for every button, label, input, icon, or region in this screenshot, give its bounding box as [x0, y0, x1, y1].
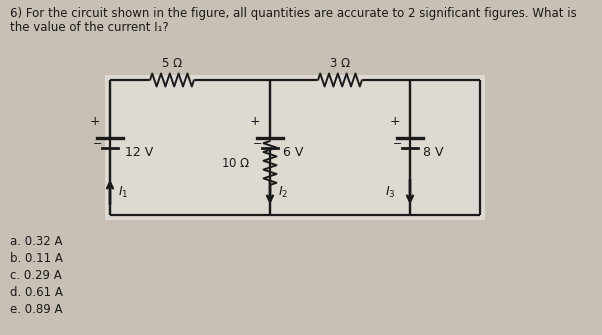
Text: +: +: [389, 115, 400, 128]
Text: −: −: [93, 138, 102, 148]
Text: 10 $\Omega$: 10 $\Omega$: [221, 156, 250, 170]
Text: 3 $\Omega$: 3 $\Omega$: [329, 57, 351, 70]
Text: $I_1$: $I_1$: [118, 185, 128, 200]
Text: −: −: [253, 138, 262, 148]
Text: 5 $\Omega$: 5 $\Omega$: [161, 57, 183, 70]
Text: 6) For the circuit shown in the figure, all quantities are accurate to 2 signifi: 6) For the circuit shown in the figure, …: [10, 7, 577, 20]
Text: the value of the current I₁?: the value of the current I₁?: [10, 21, 169, 34]
Text: +: +: [249, 115, 260, 128]
Text: d. 0.61 A: d. 0.61 A: [10, 286, 63, 299]
Text: −: −: [393, 138, 402, 148]
Text: e. 0.89 A: e. 0.89 A: [10, 303, 63, 316]
Text: c. 0.29 A: c. 0.29 A: [10, 269, 62, 282]
Text: +: +: [89, 115, 100, 128]
Text: 6 V: 6 V: [283, 146, 303, 159]
Text: $I_2$: $I_2$: [278, 185, 288, 200]
Text: b. 0.11 A: b. 0.11 A: [10, 252, 63, 265]
Text: $I_3$: $I_3$: [385, 185, 396, 200]
Bar: [105, 75, 485, 220]
Text: 12 V: 12 V: [125, 146, 154, 159]
Text: 8 V: 8 V: [423, 146, 444, 159]
Text: a. 0.32 A: a. 0.32 A: [10, 235, 63, 248]
